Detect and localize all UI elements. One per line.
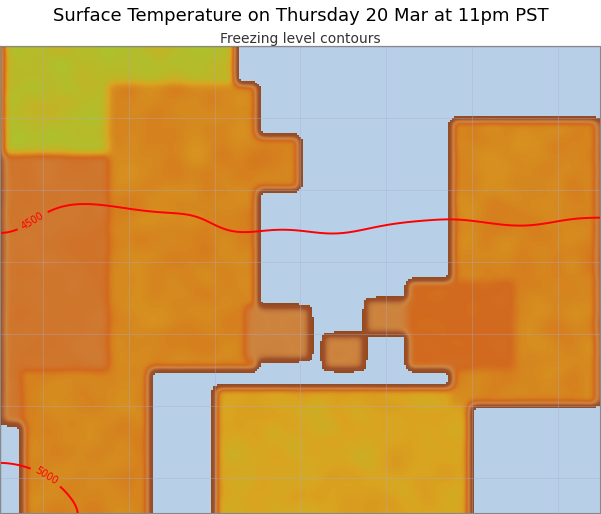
- Text: 5000: 5000: [33, 466, 59, 487]
- Text: Surface Temperature on Thursday 20 Mar at 11pm PST: Surface Temperature on Thursday 20 Mar a…: [53, 7, 548, 25]
- Text: 4500: 4500: [20, 210, 46, 232]
- Text: Freezing level contours: Freezing level contours: [220, 32, 381, 46]
